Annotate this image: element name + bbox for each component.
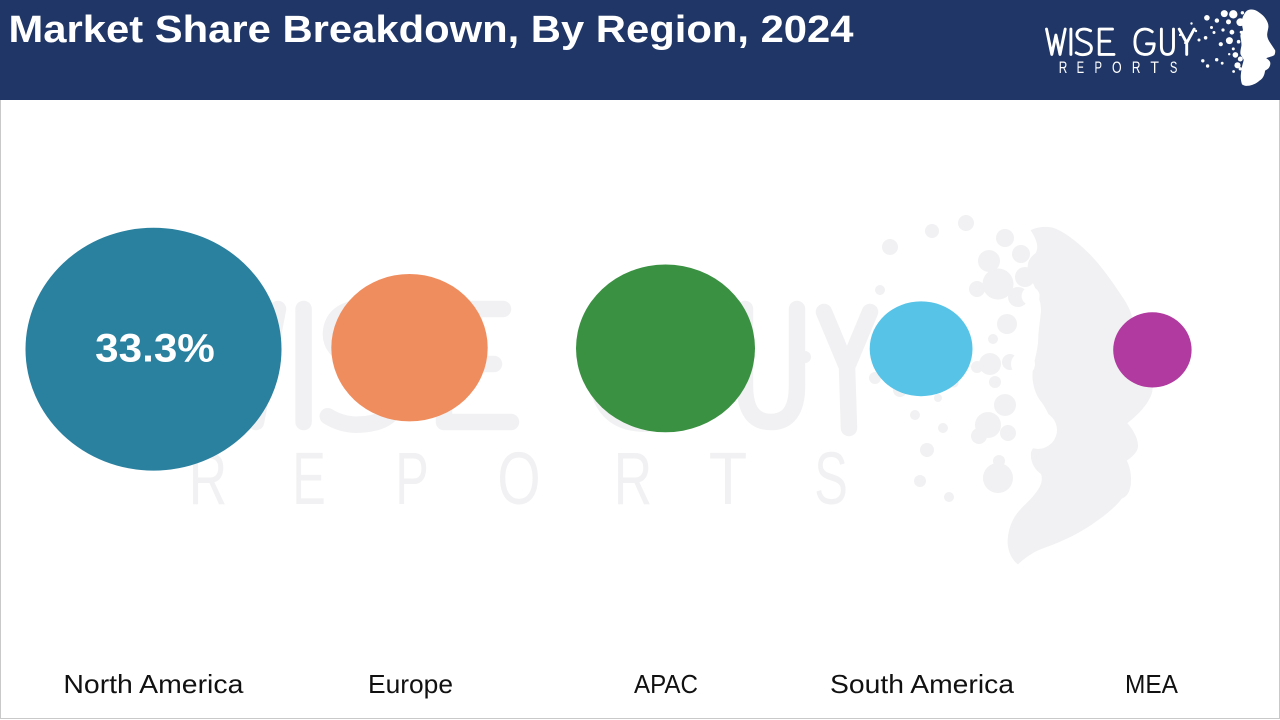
svg-text:T: T: [1150, 59, 1159, 77]
svg-text:33.3%: 33.3%: [95, 326, 215, 370]
svg-text:P: P: [395, 439, 429, 521]
svg-text:R: R: [614, 437, 652, 520]
svg-text:Market Share Breakdown, By Reg: Market Share Breakdown, By Region, 2024: [9, 9, 854, 51]
svg-text:South America: South America: [830, 669, 1015, 699]
svg-text:S: S: [814, 439, 848, 521]
svg-text:APAC: APAC: [634, 669, 698, 699]
svg-text:Europe: Europe: [368, 669, 453, 699]
svg-text:P: P: [1095, 58, 1102, 77]
svg-text:O: O: [497, 437, 540, 520]
svg-text:R: R: [1059, 59, 1068, 77]
svg-text:North America: North America: [63, 669, 244, 699]
svg-text:MEA: MEA: [1125, 669, 1179, 699]
svg-text:E: E: [292, 439, 326, 521]
svg-text:T: T: [709, 437, 747, 520]
svg-text:R: R: [1132, 59, 1141, 77]
svg-text:O: O: [1112, 59, 1122, 77]
svg-text:S: S: [1170, 58, 1177, 77]
svg-text:E: E: [1077, 58, 1084, 77]
